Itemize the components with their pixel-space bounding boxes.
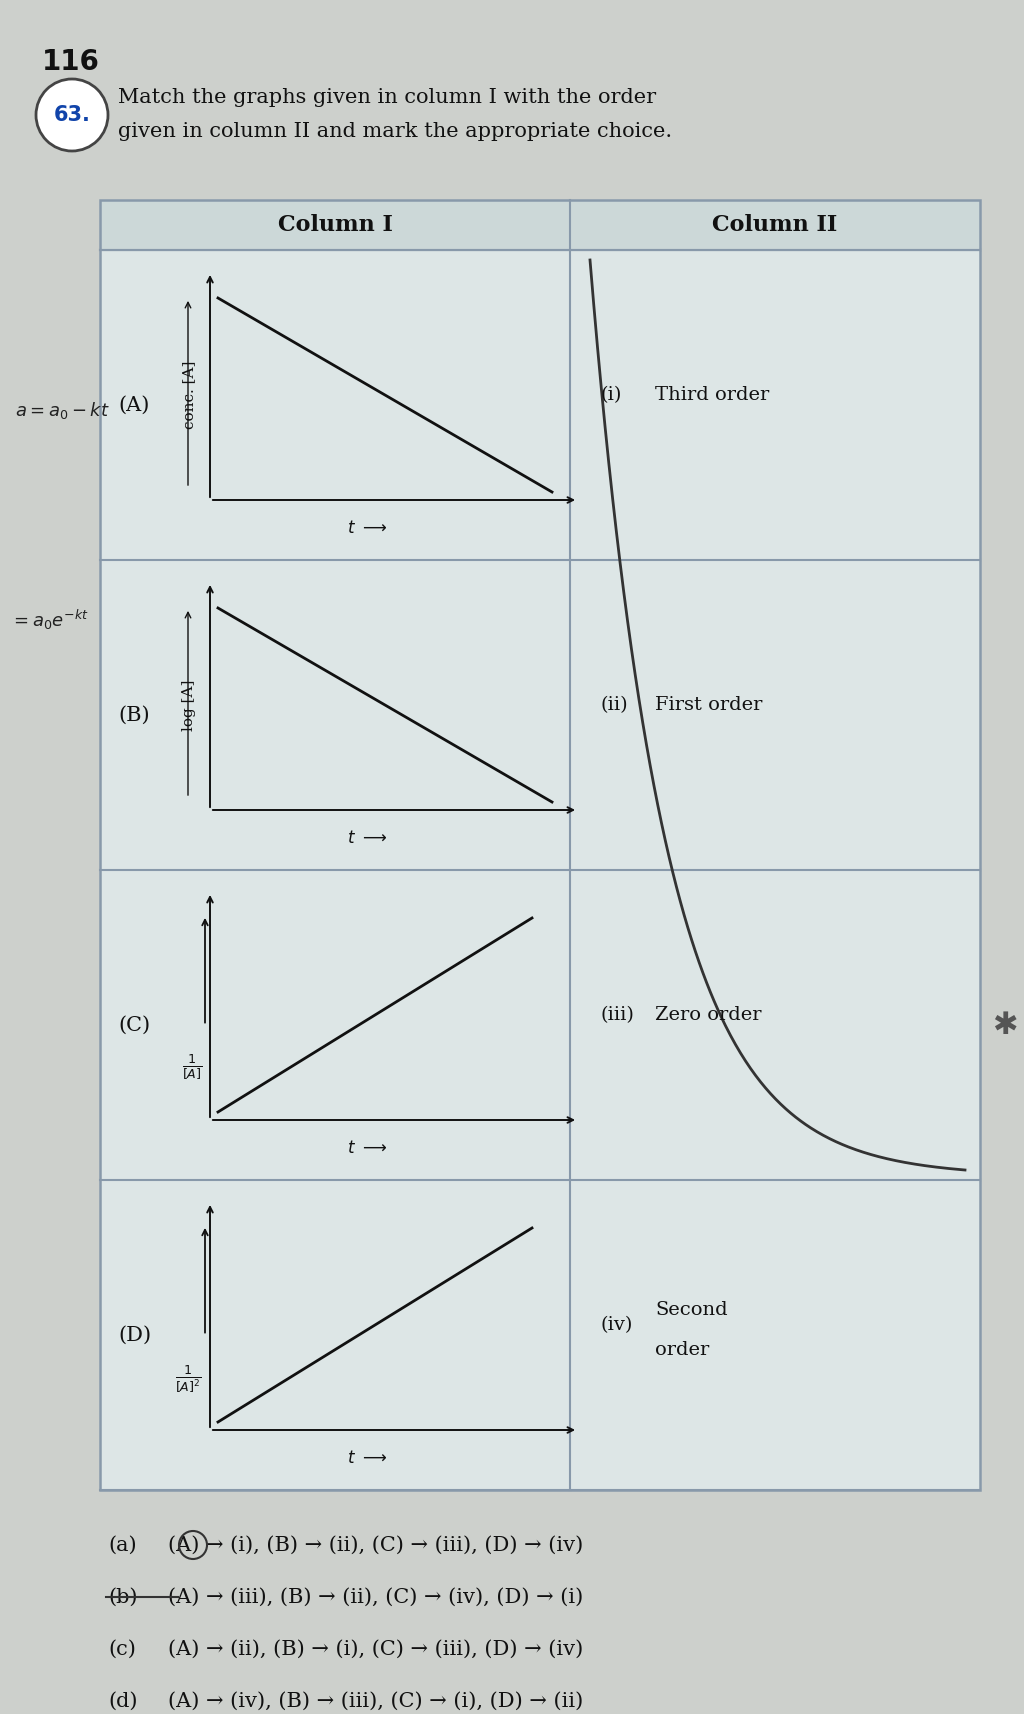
Text: First order: First order [655, 696, 763, 715]
Text: $t\ \longrightarrow$: $t\ \longrightarrow$ [347, 830, 387, 847]
Text: $\frac{1}{[A]^2}$: $\frac{1}{[A]^2}$ [175, 1363, 202, 1393]
Text: (C): (C) [118, 1015, 151, 1035]
Bar [100, 201, 980, 250]
Text: (A) → (iv), (B) → (iii), (C) → (i), (D) → (ii): (A) → (iv), (B) → (iii), (C) → (i), (D) … [168, 1692, 584, 1711]
Text: (A) → (ii), (B) → (i), (C) → (iii), (D) → (iv): (A) → (ii), (B) → (i), (C) → (iii), (D) … [168, 1640, 584, 1659]
Text: (iv): (iv) [600, 1316, 633, 1333]
Text: $t\ \longrightarrow$: $t\ \longrightarrow$ [347, 1448, 387, 1467]
Text: order: order [655, 1340, 710, 1359]
Text: (ii): (ii) [600, 696, 628, 715]
Bar [100, 201, 980, 1489]
Text: (i): (i) [600, 386, 622, 405]
Text: $= a_0 e^{-kt}$: $= a_0 e^{-kt}$ [10, 608, 89, 632]
Text: $a = a_0 - kt$: $a = a_0 - kt$ [15, 399, 110, 420]
Text: 63.: 63. [53, 105, 90, 125]
Text: (D): (D) [118, 1325, 152, 1344]
Text: Match the graphs given in column I with the order: Match the graphs given in column I with … [118, 87, 656, 106]
Text: (d): (d) [108, 1692, 137, 1711]
Text: log [A]: log [A] [182, 679, 196, 730]
Text: Zero order: Zero order [655, 1006, 762, 1023]
Circle shape [36, 79, 108, 151]
Text: given in column II and mark the appropriate choice.: given in column II and mark the appropri… [118, 122, 672, 141]
Text: ✱: ✱ [992, 1011, 1018, 1039]
Text: (A) → (i), (B) → (ii), (C) → (iii), (D) → (iv): (A) → (i), (B) → (ii), (C) → (iii), (D) … [168, 1536, 584, 1555]
Text: Column I: Column I [278, 214, 392, 237]
Text: (a): (a) [108, 1536, 136, 1555]
Text: Column II: Column II [713, 214, 838, 237]
Text: Second: Second [655, 1301, 728, 1320]
Text: (B): (B) [118, 706, 150, 725]
Text: (b): (b) [108, 1587, 137, 1606]
Text: conc. [A]: conc. [A] [182, 362, 196, 428]
Text: $t\ \longrightarrow$: $t\ \longrightarrow$ [347, 519, 387, 536]
Text: (A) → (iii), (B) → (ii), (C) → (iv), (D) → (i): (A) → (iii), (B) → (ii), (C) → (iv), (D)… [168, 1587, 584, 1606]
Text: Third order: Third order [655, 386, 769, 405]
Text: $\frac{1}{[A]}$: $\frac{1}{[A]}$ [181, 1052, 202, 1082]
Text: (c): (c) [108, 1640, 136, 1659]
Text: 116: 116 [42, 48, 100, 75]
Bar [100, 201, 980, 1489]
Text: (A): (A) [118, 396, 150, 415]
Text: $t\ \longrightarrow$: $t\ \longrightarrow$ [347, 1140, 387, 1157]
Text: (iii): (iii) [600, 1006, 634, 1023]
